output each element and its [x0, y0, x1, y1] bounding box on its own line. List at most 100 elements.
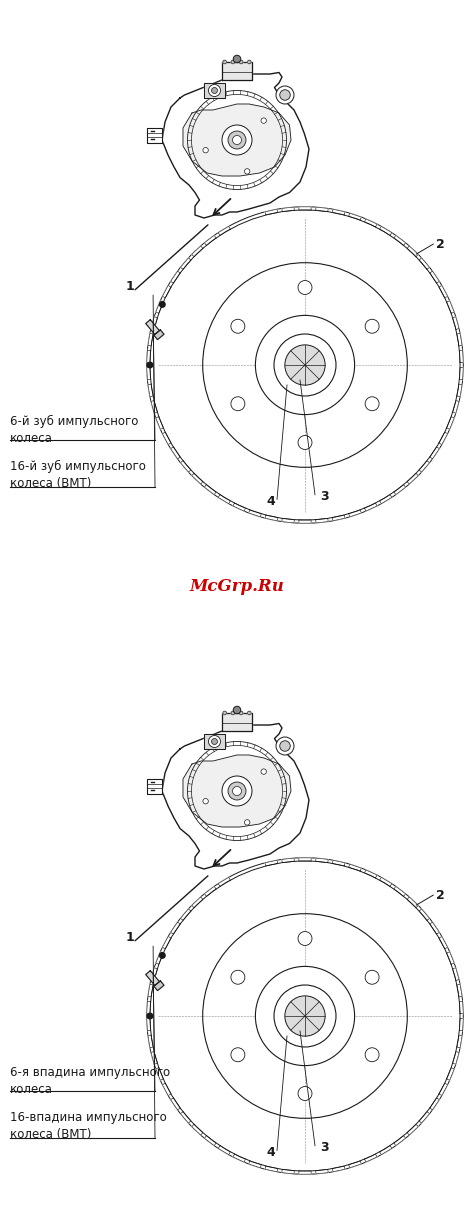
Text: 4: 4	[266, 495, 275, 507]
Polygon shape	[148, 384, 153, 397]
Circle shape	[298, 1086, 312, 1101]
Polygon shape	[163, 936, 171, 948]
Circle shape	[203, 798, 208, 804]
Text: 16-й зуб импульсного
колеса (ВМТ): 16-й зуб импульсного колеса (ВМТ)	[10, 460, 146, 490]
Polygon shape	[204, 886, 216, 896]
Circle shape	[231, 397, 245, 411]
Polygon shape	[316, 1170, 328, 1173]
Circle shape	[231, 970, 245, 985]
Polygon shape	[447, 1068, 454, 1080]
Polygon shape	[192, 897, 203, 908]
Polygon shape	[282, 1170, 294, 1173]
Polygon shape	[430, 447, 439, 459]
Polygon shape	[147, 1001, 151, 1014]
Circle shape	[233, 56, 241, 63]
Text: 1: 1	[126, 280, 134, 293]
Polygon shape	[332, 1166, 345, 1172]
Text: 3: 3	[320, 1141, 328, 1154]
Circle shape	[203, 263, 407, 467]
Circle shape	[233, 136, 241, 144]
Polygon shape	[430, 1098, 439, 1109]
Polygon shape	[349, 1161, 361, 1167]
Polygon shape	[148, 1035, 153, 1048]
Polygon shape	[204, 235, 216, 246]
Circle shape	[160, 302, 165, 308]
Circle shape	[261, 769, 266, 774]
Circle shape	[231, 61, 235, 64]
Polygon shape	[204, 1136, 216, 1146]
Polygon shape	[447, 300, 454, 314]
Polygon shape	[154, 329, 164, 339]
Polygon shape	[419, 258, 429, 269]
Polygon shape	[453, 401, 459, 413]
Polygon shape	[447, 952, 454, 964]
Polygon shape	[349, 213, 361, 220]
Circle shape	[245, 820, 250, 825]
Circle shape	[147, 1014, 153, 1018]
Circle shape	[160, 953, 165, 958]
Polygon shape	[218, 226, 230, 235]
Circle shape	[365, 397, 379, 411]
Polygon shape	[457, 985, 462, 997]
Polygon shape	[316, 518, 328, 523]
Text: 16-впадина импульсного
колеса (ВМТ): 16-впадина импульсного колеса (ВМТ)	[10, 1110, 167, 1141]
Polygon shape	[394, 1136, 406, 1146]
Circle shape	[298, 281, 312, 294]
Circle shape	[239, 711, 243, 714]
Polygon shape	[163, 286, 171, 298]
Polygon shape	[447, 417, 454, 429]
Circle shape	[231, 711, 235, 714]
Polygon shape	[151, 968, 157, 981]
Polygon shape	[349, 510, 361, 517]
Polygon shape	[181, 258, 191, 269]
Polygon shape	[265, 860, 278, 866]
Polygon shape	[316, 207, 328, 212]
Polygon shape	[394, 484, 406, 494]
Polygon shape	[419, 1112, 429, 1123]
Polygon shape	[183, 104, 291, 176]
Polygon shape	[316, 859, 328, 862]
Polygon shape	[147, 350, 151, 362]
Polygon shape	[299, 857, 311, 861]
Polygon shape	[419, 909, 429, 920]
Text: 3: 3	[320, 490, 328, 504]
Polygon shape	[222, 713, 252, 731]
Circle shape	[222, 776, 252, 807]
Polygon shape	[249, 1161, 261, 1167]
Polygon shape	[299, 520, 311, 523]
Polygon shape	[233, 1154, 246, 1163]
Circle shape	[146, 857, 463, 1175]
Circle shape	[239, 61, 243, 64]
Circle shape	[280, 90, 290, 101]
Polygon shape	[162, 723, 309, 869]
Polygon shape	[365, 503, 377, 511]
Circle shape	[280, 741, 290, 751]
Polygon shape	[163, 432, 171, 444]
Circle shape	[209, 85, 220, 97]
Polygon shape	[192, 246, 203, 257]
Polygon shape	[222, 62, 252, 80]
Circle shape	[365, 970, 379, 985]
Text: 1: 1	[126, 931, 134, 945]
Polygon shape	[380, 877, 392, 886]
Polygon shape	[365, 869, 377, 878]
Polygon shape	[439, 936, 447, 948]
Polygon shape	[181, 909, 191, 920]
Polygon shape	[459, 367, 463, 380]
Polygon shape	[171, 1098, 180, 1109]
Polygon shape	[407, 897, 418, 908]
Polygon shape	[394, 235, 406, 246]
Polygon shape	[299, 207, 311, 211]
Polygon shape	[163, 1083, 171, 1096]
Polygon shape	[151, 401, 157, 413]
Polygon shape	[394, 886, 406, 896]
Polygon shape	[171, 447, 180, 459]
Text: 6-й зуб импульсного
колеса: 6-й зуб импульсного колеса	[10, 415, 138, 446]
Polygon shape	[407, 1124, 418, 1135]
Polygon shape	[380, 1146, 392, 1155]
Polygon shape	[181, 460, 191, 472]
Polygon shape	[156, 417, 164, 429]
Polygon shape	[147, 128, 162, 143]
Polygon shape	[407, 246, 418, 257]
Polygon shape	[156, 1068, 164, 1080]
